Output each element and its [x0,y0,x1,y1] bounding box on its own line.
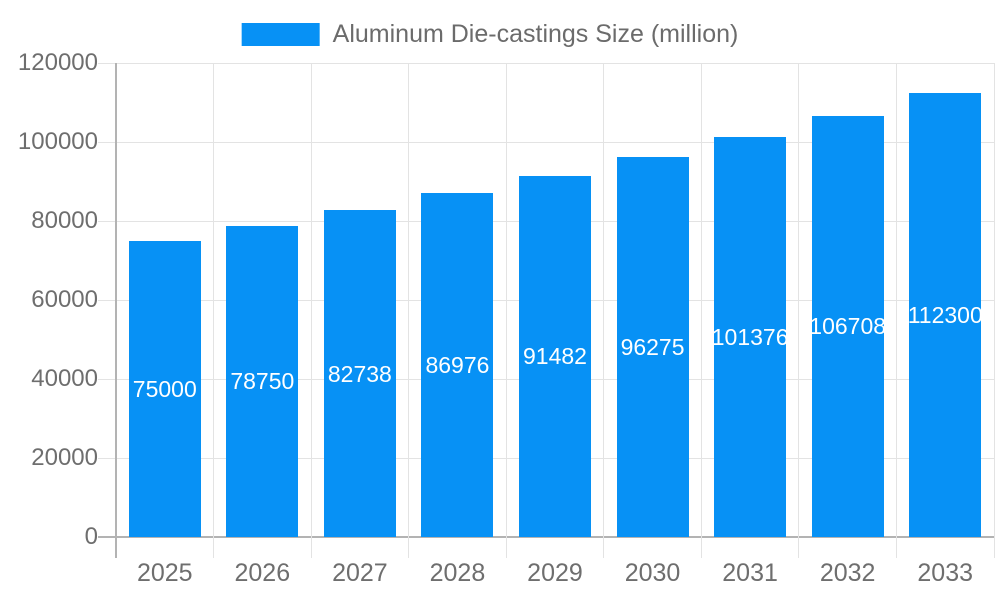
x-gridline [700,63,702,558]
x-tick-label: 2027 [332,559,388,587]
y-tick-mark [98,141,116,143]
y-gridline [116,141,994,143]
bar-value-label: 96275 [620,333,685,360]
bar-2030[interactable] [616,156,689,537]
bar-2026[interactable] [226,225,299,537]
y-tick-mark [98,457,116,459]
x-gridline [310,63,312,558]
y-tick-label: 120000 [17,49,98,76]
x-tick-label: 2029 [527,559,583,587]
x-gridline [993,63,995,558]
bar-2025[interactable] [128,240,201,537]
x-tick-label: 2030 [624,559,681,587]
bar-2028[interactable] [421,193,494,537]
bar-value-label: 82738 [327,360,392,387]
bar-value-label: 91482 [523,343,587,370]
x-tick-label: 2028 [429,559,486,587]
x-gridline [408,63,410,558]
y-tick-label: 60000 [31,286,98,313]
y-tick-mark [98,220,116,222]
y-tick-label: 0 [84,523,98,550]
x-tick-label: 2031 [722,559,778,587]
y-axis-line [115,63,117,558]
bar-value-label: 106708 [809,313,887,340]
x-tick-label: 2025 [136,559,193,587]
y-tick-label: 100000 [17,128,98,155]
legend-color-swatch [241,23,320,46]
bar-2027[interactable] [323,210,396,537]
x-gridline [798,63,800,558]
x-gridline [213,63,215,558]
bar-2033[interactable] [909,93,982,537]
y-tick-label: 40000 [31,365,98,392]
y-tick-label: 80000 [31,207,98,234]
bar-value-label: 101376 [711,323,789,350]
x-tick-label: 2026 [234,559,291,587]
x-gridline [603,63,605,558]
bar-2032[interactable] [811,115,884,537]
y-tick-label: 20000 [31,444,98,471]
x-tick-label: 2032 [819,559,876,587]
y-gridline [116,62,994,64]
bar-value-label: 112300 [907,302,983,329]
x-tick-label: 2033 [917,559,974,587]
legend-label: Aluminum Die-castings Size (million) [332,20,739,48]
bar-2029[interactable] [519,175,591,537]
y-tick-mark [98,62,116,64]
y-tick-mark [98,378,116,380]
bar-value-label: 78750 [230,368,295,395]
x-gridline [895,63,897,558]
bar-2031[interactable] [714,136,787,537]
x-gridline [505,63,507,558]
x-axis-line [98,536,994,538]
bar-value-label: 75000 [132,375,197,402]
legend-item[interactable]: Aluminum Die-castings Size (million) [241,20,739,48]
y-tick-mark [98,299,116,301]
bar-value-label: 86976 [425,352,490,379]
